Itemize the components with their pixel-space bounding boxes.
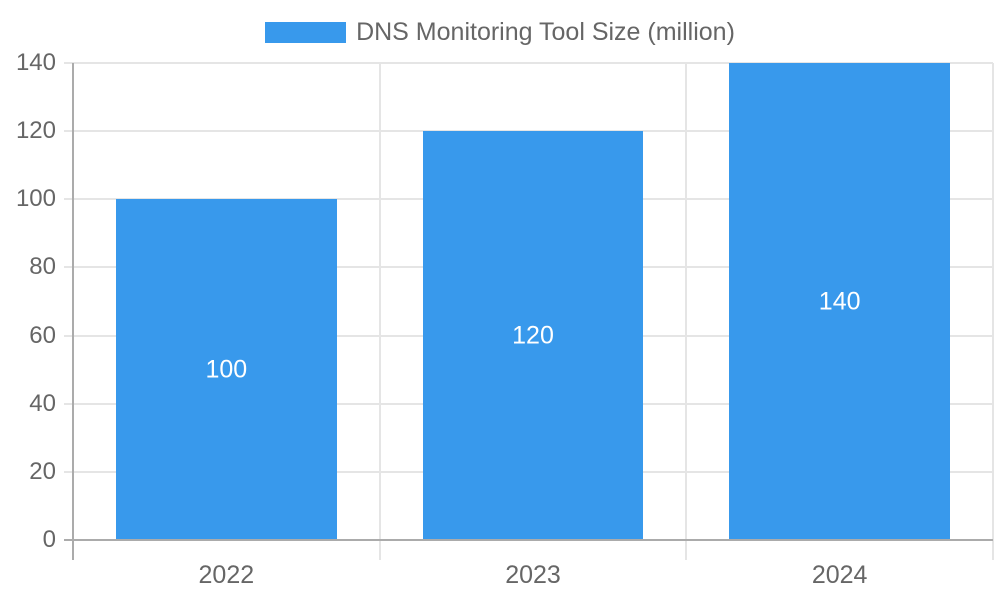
category-boundary-line xyxy=(378,63,381,560)
category-boundary-line xyxy=(992,63,994,560)
bar-value-label: 140 xyxy=(818,287,861,315)
x-axis-baseline xyxy=(64,539,993,541)
y-tick-label: 0 xyxy=(42,526,56,553)
y-tick-label: 120 xyxy=(15,117,56,145)
bar-value-label: 120 xyxy=(512,321,554,350)
y-tick-label: 20 xyxy=(29,457,56,485)
category-boundary-line xyxy=(685,63,688,560)
x-tick-label: 2022 xyxy=(198,561,255,589)
bar-value-label: 100 xyxy=(205,355,248,384)
y-tick-label: 40 xyxy=(29,389,56,417)
bar[interactable] xyxy=(729,63,951,540)
y-axis-line xyxy=(72,63,74,560)
y-tick-label: 60 xyxy=(29,321,56,349)
legend-swatch xyxy=(265,22,347,43)
bar[interactable] xyxy=(422,131,644,540)
y-tick-label: 100 xyxy=(15,185,56,213)
bar[interactable] xyxy=(115,199,337,540)
y-tick-label: 80 xyxy=(29,253,56,281)
x-tick-label: 2023 xyxy=(505,561,561,589)
x-tick-label: 2024 xyxy=(811,561,868,589)
legend[interactable]: DNS Monitoring Tool Size (million) xyxy=(0,18,1000,47)
gridline xyxy=(64,62,993,64)
legend-label: DNS Monitoring Tool Size (million) xyxy=(356,18,735,46)
y-tick-label: 140 xyxy=(15,49,56,76)
